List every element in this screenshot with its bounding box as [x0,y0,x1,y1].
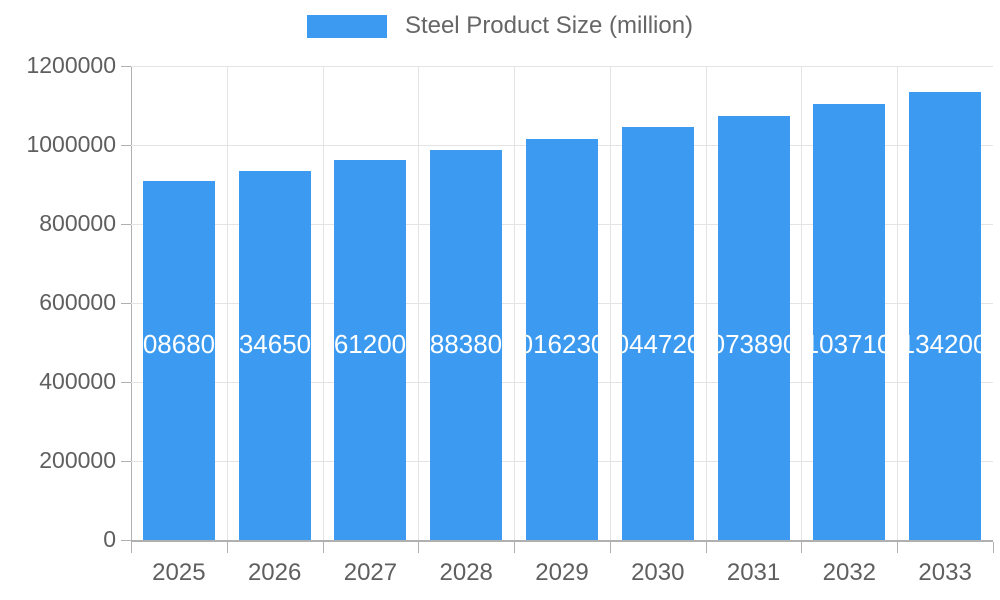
horizontal-gridline [131,66,993,67]
bar-value-label: 11037100 [813,328,885,359]
bar-value-label: 9612000 [334,328,406,359]
vertical-gridline [801,66,802,540]
legend-swatch-icon [306,14,387,38]
x-axis-tick-label: 2032 [822,559,877,586]
bar[interactable]: 10738900 [718,115,790,540]
y-axis-tick-mark [121,145,131,146]
bar[interactable]: 9612000 [334,160,406,540]
vertical-gridline [610,66,611,540]
x-axis-tick-mark [418,542,419,553]
x-axis-tick-mark [993,542,994,553]
y-axis-tick-label: 1200000 [26,52,116,78]
y-axis-tick-mark [121,303,131,304]
bar[interactable]: 9883800 [430,149,502,540]
y-axis-tick-mark [121,540,131,541]
legend-label-steel-product-size: Steel Product Size (million) [404,12,694,39]
bar-value-label: 10447200 [622,328,694,359]
vertical-gridline [418,66,419,540]
plot-area: 9086800 9346500 9612000 9883800 10162300 1044… [131,66,993,540]
x-axis-tick-mark [227,542,228,553]
y-axis-tick-label: 200000 [39,447,116,473]
vertical-gridline [323,66,324,540]
bar-value-label: 10738900 [718,328,790,359]
x-axis-tick-mark [323,542,324,553]
x-axis-tick-mark [706,542,707,553]
x-axis-tick-label: 2028 [439,559,493,586]
bar[interactable]: 10447200 [622,127,694,540]
bar[interactable]: 10162300 [526,138,598,540]
y-axis-tick-label: 400000 [39,368,116,394]
y-axis-tick-label: 600000 [39,289,116,315]
x-axis-tick-label: 2029 [535,559,589,586]
bar-value-label: 10162300 [526,328,598,359]
x-axis-line [131,540,993,542]
x-axis-tick-label: 2033 [918,559,972,586]
vertical-gridline [706,66,707,540]
x-axis-tick-mark [801,542,802,553]
bar-value-label: 9346500 [239,328,311,359]
y-axis-tick-mark [121,224,131,225]
vertical-gridline [897,66,898,540]
x-axis-tick-mark [514,542,515,553]
bar[interactable]: 11342000 [909,91,981,540]
y-axis-tick-mark [121,461,131,462]
bar[interactable]: 9346500 [239,170,311,540]
bar-value-label: 11342000 [909,328,981,359]
x-axis-tick-mark [897,542,898,553]
y-axis-tick-label: 0 [103,526,116,552]
x-axis-tick-label: 2026 [247,559,302,586]
bar[interactable]: 9086800 [143,181,215,540]
x-axis-tick-mark [131,542,132,553]
x-axis-tick-label: 2031 [726,559,781,586]
y-axis-tick-label: 1000000 [26,131,116,157]
x-axis-tick-label: 2030 [631,559,685,586]
y-axis: 0 200000 400000 600000 800000 1000000 1200000 [0,0,116,600]
bar[interactable]: 11037100 [813,104,885,540]
y-axis-tick-label: 800000 [39,210,116,236]
y-axis-tick-mark [121,382,131,383]
x-axis-tick-label: 2027 [343,559,398,586]
x-axis-tick-label: 2025 [152,559,206,586]
y-axis-tick-mark [121,66,131,67]
vertical-gridline [514,66,515,540]
vertical-gridline [227,66,228,540]
bar-value-label: 9086800 [143,328,215,359]
bar-value-label: 9883800 [430,328,502,359]
x-axis-tick-mark [610,542,611,553]
chart-legend: Steel Product Size (million) [0,14,1000,38]
